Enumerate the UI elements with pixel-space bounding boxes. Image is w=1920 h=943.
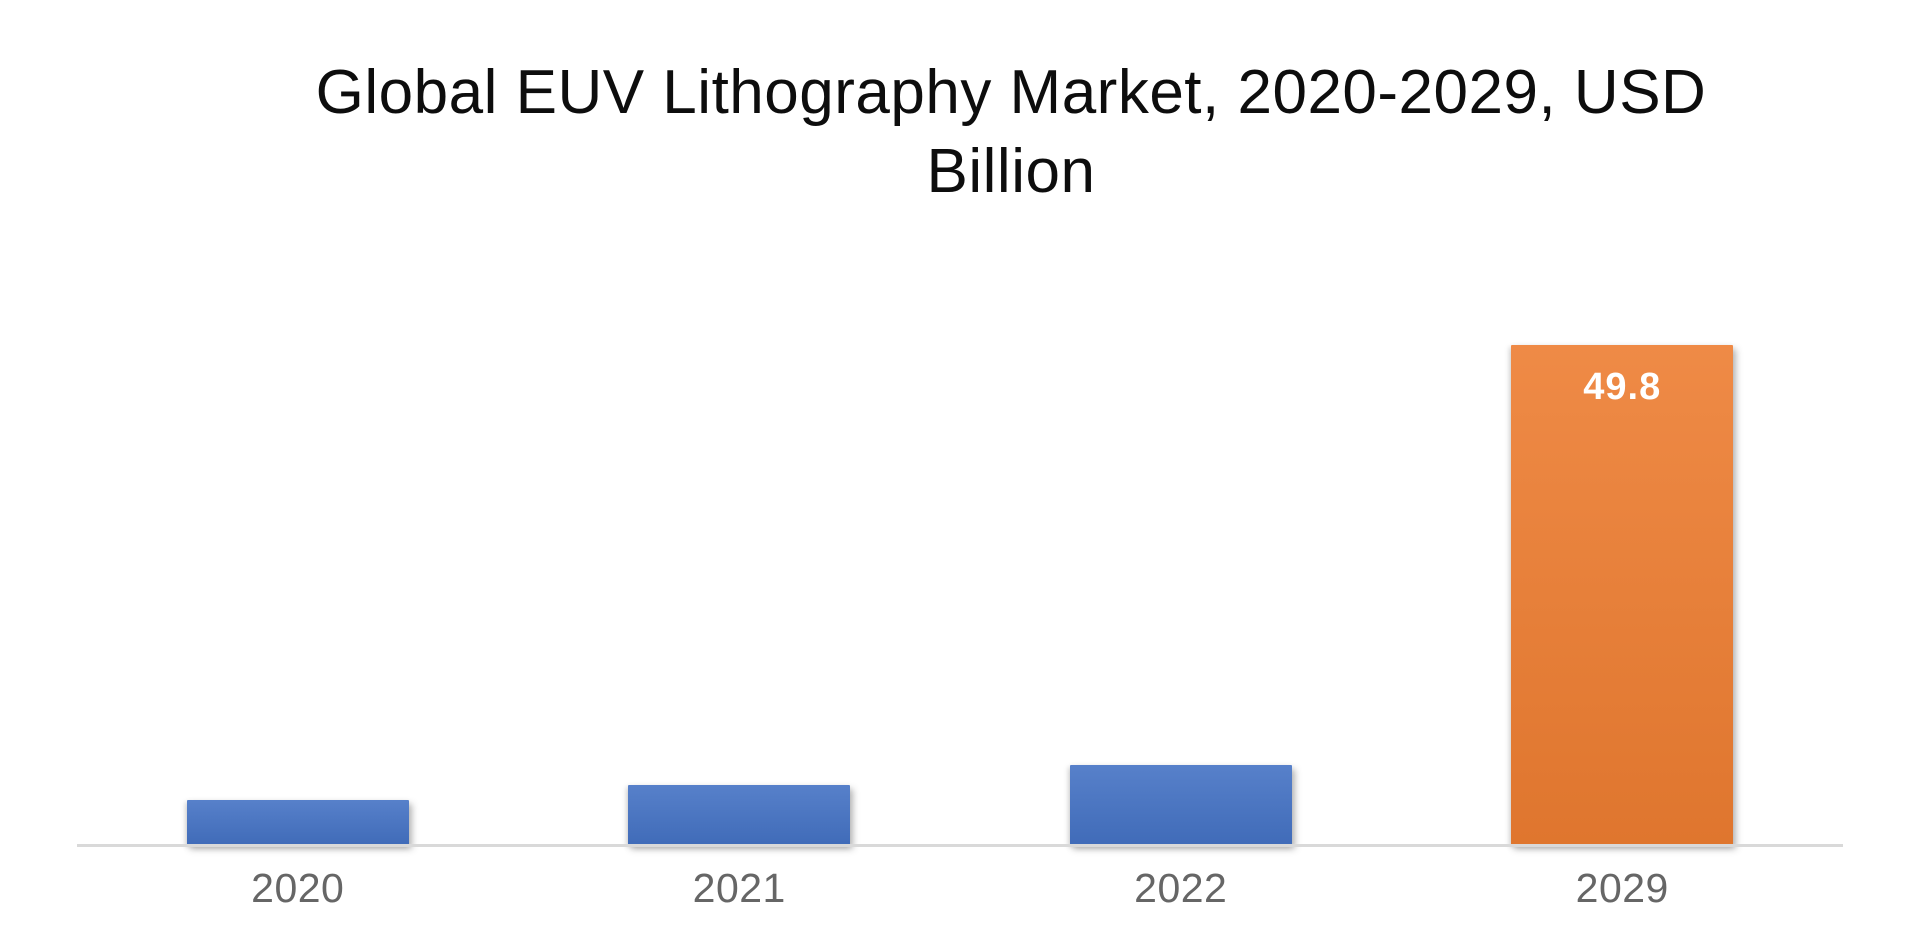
- chart-title: Global EUV Lithography Market, 2020-2029…: [51, 54, 1920, 211]
- x-tick-label-2020: 2020: [251, 865, 345, 911]
- bar-slot-2020: [77, 345, 519, 845]
- bar-2022: [1069, 765, 1292, 845]
- x-axis-line: [77, 844, 1843, 847]
- bar-slot-2029: 49.8: [1402, 345, 1844, 845]
- plot-area: 49.8: [77, 345, 1843, 845]
- chart-title-line-1: Global EUV Lithography Market, 2020-2029…: [315, 58, 1707, 127]
- bar-value-label-2029: 49.8: [1583, 366, 1662, 408]
- bar-2029: 49.8: [1511, 345, 1734, 845]
- x-axis-labels: 2020 2021 2022 2029: [77, 865, 1843, 912]
- bar-2020: [186, 800, 409, 845]
- x-tick-label-2029: 2029: [1575, 865, 1669, 911]
- x-tick-label-2021: 2021: [692, 865, 786, 911]
- bar-slot-2021: [519, 345, 961, 845]
- chart-title-line-2: Billion: [926, 136, 1096, 206]
- x-tick-label-2022: 2022: [1134, 865, 1228, 911]
- bar-slot-2022: [960, 345, 1402, 845]
- bar-2021: [628, 785, 851, 845]
